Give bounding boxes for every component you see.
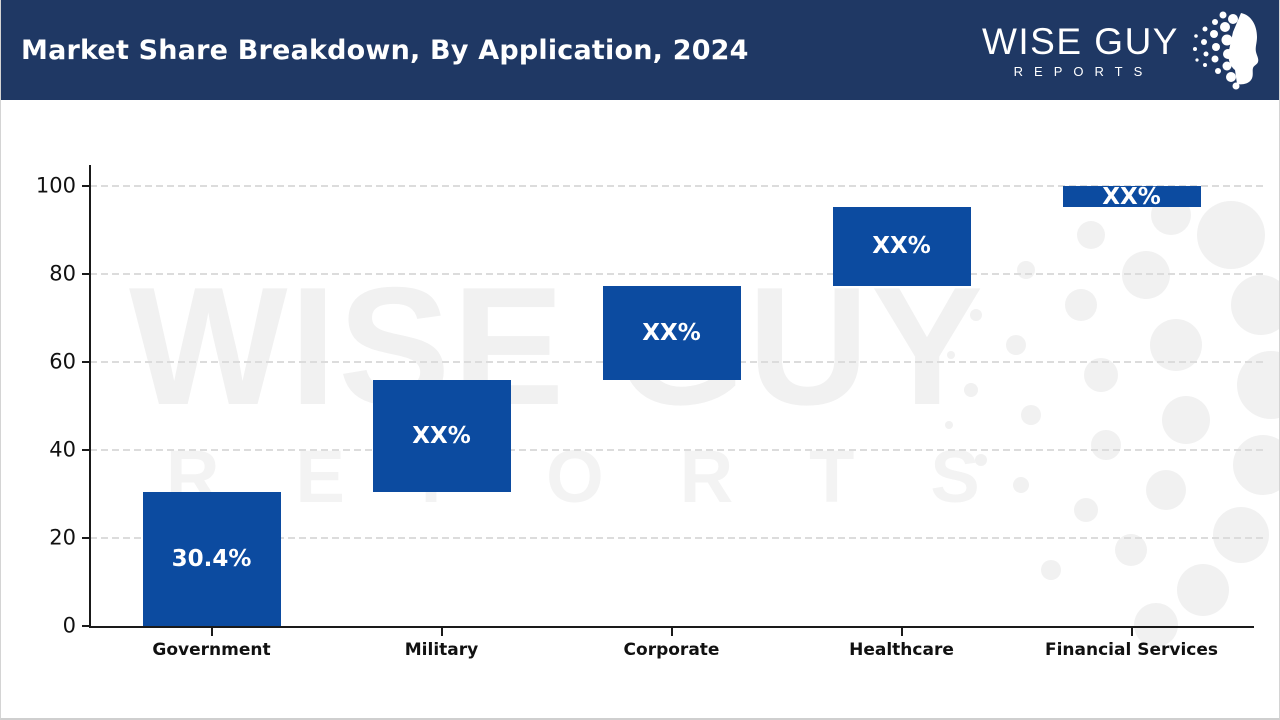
y-tick-40 [82,449,90,451]
bar-value-label: 30.4% [171,546,252,573]
y-axis-spine [89,165,91,628]
bar-corporate: XX% [602,285,741,380]
gridline-100 [90,185,1263,187]
y-tick-100 [82,185,90,187]
bar-value-label: XX% [642,319,701,346]
bar-value-label: XX% [412,422,471,449]
gridline-40 [90,449,1263,451]
logo-face-icon [1193,11,1259,90]
logo-wiseguy-label: WISE GUY [981,20,1179,62]
y-tick-label-60: 60 [49,349,76,374]
header-bar: Market Share Breakdown, By Application, … [1,0,1279,100]
bar-financial-services: XX% [1062,183,1201,210]
x-axis-spine [89,626,1254,628]
y-tick-label-40: 40 [49,437,76,462]
bar-military: XX% [372,379,511,493]
bar-value-label: XX% [1102,183,1161,210]
x-tick-0 [210,628,213,636]
x-category-label: Healthcare [849,640,954,660]
logo-text: WISE GUY REPORTS [982,23,1179,78]
y-tick-label-80: 80 [49,261,76,286]
y-tick-0 [82,625,90,627]
page-title: Market Share Breakdown, By Application, … [21,34,749,66]
y-tick-60 [82,361,90,363]
wise-guy-reports-logo: WISE GUY REPORTS [982,9,1259,91]
logo-reports-label: REPORTS [1013,63,1154,79]
x-category-label: Military [404,640,479,660]
x-tick-1 [440,628,443,636]
bar-value-label: XX% [872,233,931,260]
gridline-80 [90,273,1263,275]
y-tick-20 [82,537,90,539]
y-tick-80 [82,273,90,275]
bar-healthcare: XX% [832,207,971,286]
x-category-label: Corporate [623,640,720,660]
x-tick-2 [670,628,673,636]
gridline-20 [90,537,1263,539]
bar-government: 30.4% [142,492,281,626]
x-tick-4 [1130,628,1133,636]
x-category-label: Financial Services [1044,640,1219,660]
x-tick-3 [900,628,903,636]
y-tick-label-20: 20 [49,525,76,550]
y-tick-label-100: 100 [35,173,76,198]
x-category-label: Government [152,640,271,660]
y-tick-label-0: 0 [62,613,76,638]
